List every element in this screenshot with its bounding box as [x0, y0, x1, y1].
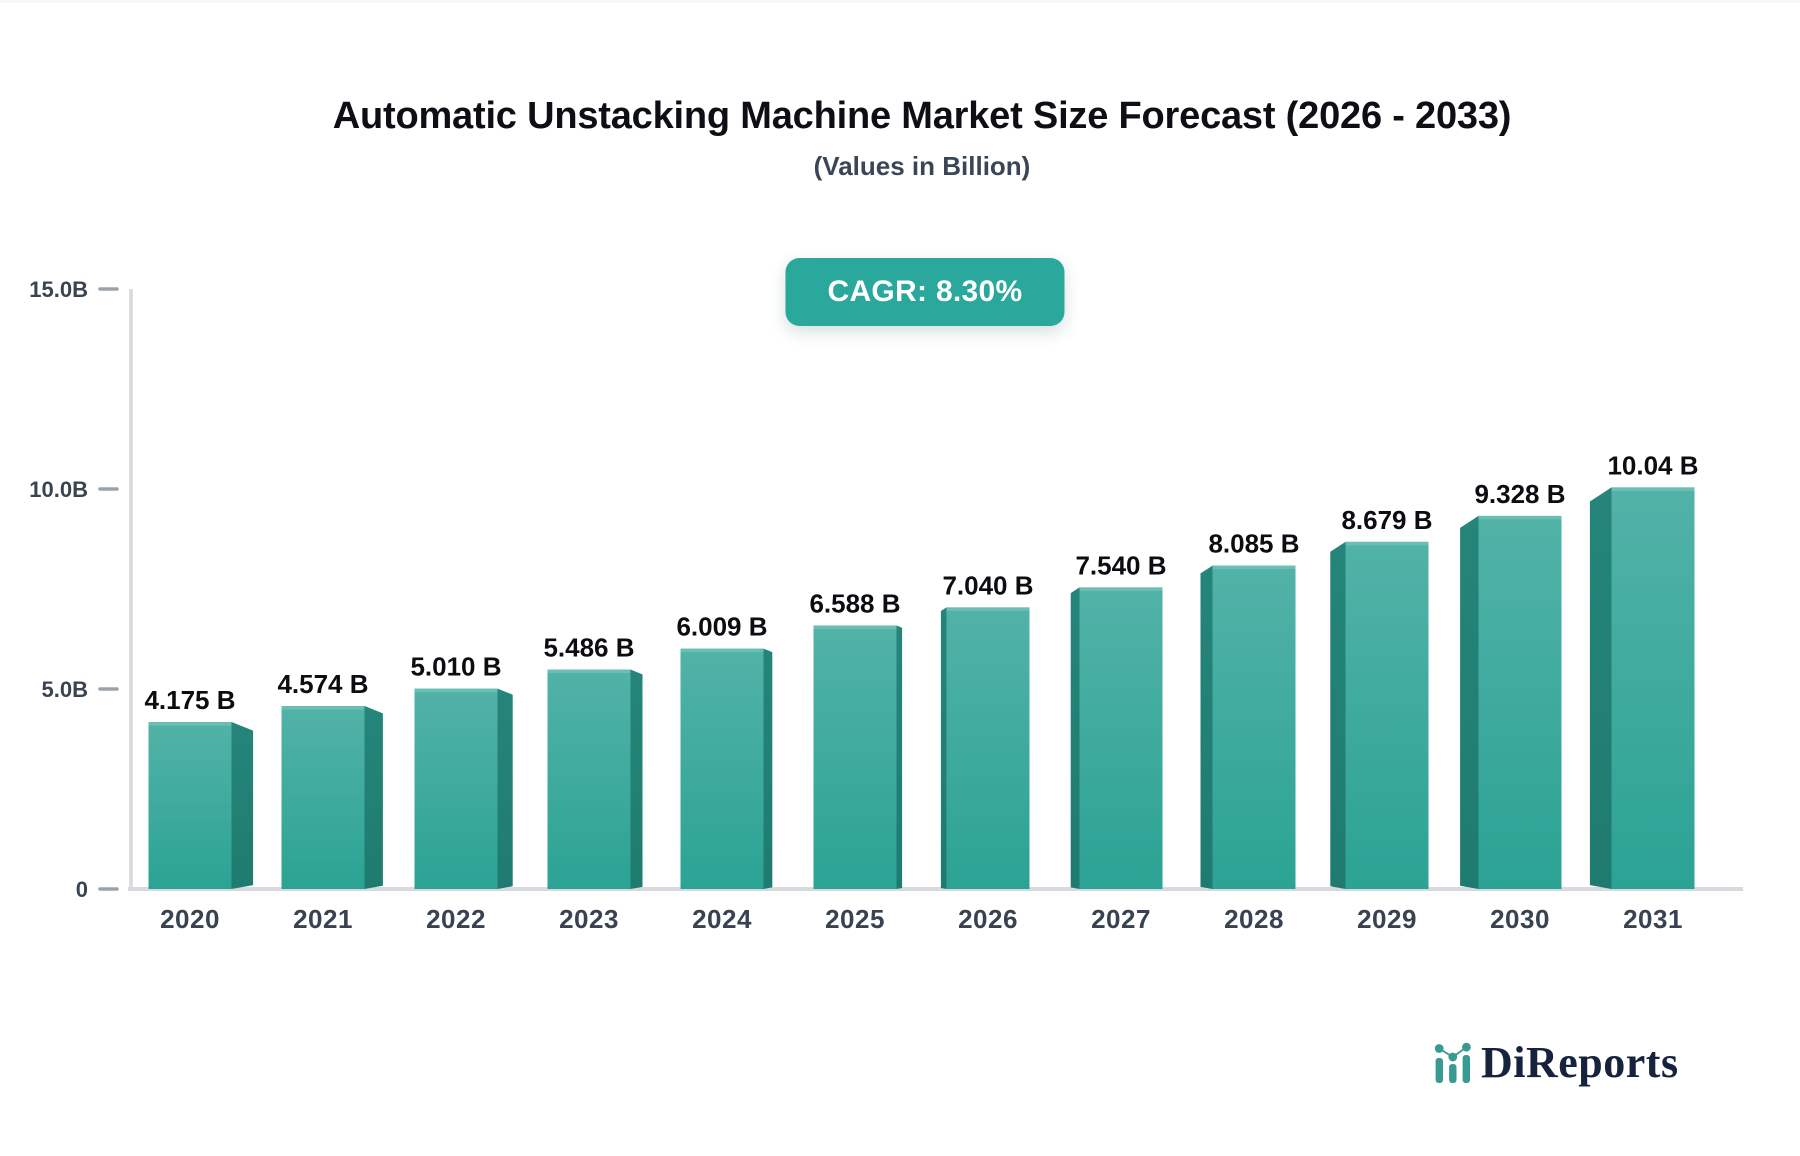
bar-group-2023: 5.486 B 2023: [543, 633, 643, 934]
bar-front-face: [547, 669, 631, 889]
bar-top-edge: [1345, 541, 1429, 546]
bar-front-face: [1611, 487, 1695, 889]
bar-group-2026: 7.040 B 2026: [940, 570, 1034, 934]
bar-group-2025: 6.588 B 2025: [809, 588, 903, 934]
bar-front-face: [1345, 541, 1429, 889]
bar-value-label-2027: 7.540 B: [1075, 550, 1166, 580]
bar-side-face: [1589, 487, 1612, 889]
bar-top-edge: [1478, 515, 1562, 520]
bar-top-edge: [680, 648, 764, 653]
x-axis-label-2022: 2022: [426, 904, 486, 934]
bar-group-2031: 10.04 B 2031: [1589, 450, 1699, 934]
bar-chart-canvas: 0 5.0B 10.0B 15.0B 4.175 B 2020 4.574 B 2021 5.0…: [29, 277, 1743, 934]
bar-front-face: [1079, 587, 1163, 889]
direports-logo-icon: [1434, 1042, 1471, 1083]
y-tick-label-10.0B: 10.0B: [29, 477, 88, 502]
bar-value-label-2025: 6.588 B: [809, 588, 900, 618]
bar-value-label-2028: 8.085 B: [1208, 529, 1299, 559]
bar-group-2022: 5.010 B 2022: [410, 652, 513, 934]
x-axis-label-2025: 2025: [825, 904, 885, 934]
bar-side-face: [630, 669, 643, 889]
bar-top-edge: [946, 607, 1030, 611]
bar-side-face: [497, 688, 513, 889]
x-axis-label-2029: 2029: [1357, 904, 1417, 934]
direports-logo-text: DiReports: [1481, 1038, 1679, 1087]
bar-front-face: [813, 625, 897, 889]
bar-side-face: [1330, 541, 1346, 889]
x-axis-label-2028: 2028: [1224, 904, 1284, 934]
bar-side-face: [1460, 515, 1479, 889]
bar-value-label-2026: 7.040 B: [942, 570, 1033, 600]
bar-group-2024: 6.009 B 2024: [676, 612, 773, 934]
bar-side-face: [763, 648, 773, 889]
bar-top-edge: [1079, 587, 1163, 591]
bar-side-face: [940, 607, 947, 889]
x-axis-label-2021: 2021: [293, 904, 353, 934]
y-tick-label-15.0B: 15.0B: [29, 277, 88, 302]
x-axis-label-2020: 2020: [160, 904, 220, 934]
bar-top-edge: [148, 722, 232, 726]
bar-front-face: [1478, 515, 1562, 889]
bar-value-label-2022: 5.010 B: [410, 652, 501, 682]
bar-group-2028: 8.085 B 2028: [1200, 529, 1300, 934]
x-axis-label-2026: 2026: [958, 904, 1018, 934]
y-tick-label-5.0B: 5.0B: [42, 677, 88, 702]
bar-top-edge: [281, 706, 365, 710]
x-axis-label-2023: 2023: [559, 904, 619, 934]
bar-side-face: [1070, 587, 1080, 889]
bar-value-label-2031: 10.04 B: [1607, 450, 1698, 480]
bar-front-face: [680, 648, 764, 889]
x-axis-label-2031: 2031: [1623, 904, 1683, 934]
chart-subtitle: (Values in Billion): [813, 151, 1031, 181]
bar-value-label-2023: 5.486 B: [543, 633, 634, 663]
bar-front-face: [1212, 565, 1296, 889]
bar-group-2029: 8.679 B 2029: [1330, 505, 1433, 934]
y-tick-label-0: 0: [76, 877, 88, 902]
bar-front-face: [148, 722, 232, 889]
bar-group-2030: 9.328 B 2030: [1460, 479, 1566, 934]
bar-value-label-2020: 4.175 B: [144, 685, 235, 715]
bar-top-edge: [414, 688, 498, 693]
bar-value-label-2021: 4.574 B: [277, 669, 368, 699]
bar-top-edge: [1212, 565, 1296, 570]
bar-group-2020: 4.175 B 2020: [144, 685, 254, 934]
bar-value-label-2029: 8.679 B: [1341, 505, 1432, 535]
bar-side-face: [896, 625, 903, 889]
chart-title: Automatic Unstacking Machine Market Size…: [332, 95, 1512, 137]
x-axis-label-2030: 2030: [1490, 904, 1550, 934]
bar-front-face: [281, 706, 365, 889]
bar-side-face: [1200, 565, 1213, 889]
cagr-badge-label: CAGR: 8.30%: [827, 275, 1023, 308]
cagr-badge: CAGR: 8.30%: [785, 258, 1065, 326]
bar-front-face: [414, 688, 498, 889]
bar-side-face: [364, 706, 383, 889]
bar-value-label-2030: 9.328 B: [1474, 479, 1565, 509]
bar-top-edge: [813, 625, 897, 629]
bar-group-2021: 4.574 B 2021: [277, 669, 383, 934]
bar-front-face: [946, 607, 1030, 889]
x-axis-label-2027: 2027: [1091, 904, 1151, 934]
bar-group-2027: 7.540 B 2027: [1070, 550, 1167, 934]
bar-value-label-2024: 6.009 B: [676, 612, 767, 642]
bar-side-face: [231, 722, 254, 889]
x-axis-label-2024: 2024: [692, 904, 752, 934]
bar-top-edge: [547, 669, 631, 674]
direports-logo: DiReports: [1434, 1041, 1679, 1085]
bar-top-edge: [1611, 487, 1695, 491]
